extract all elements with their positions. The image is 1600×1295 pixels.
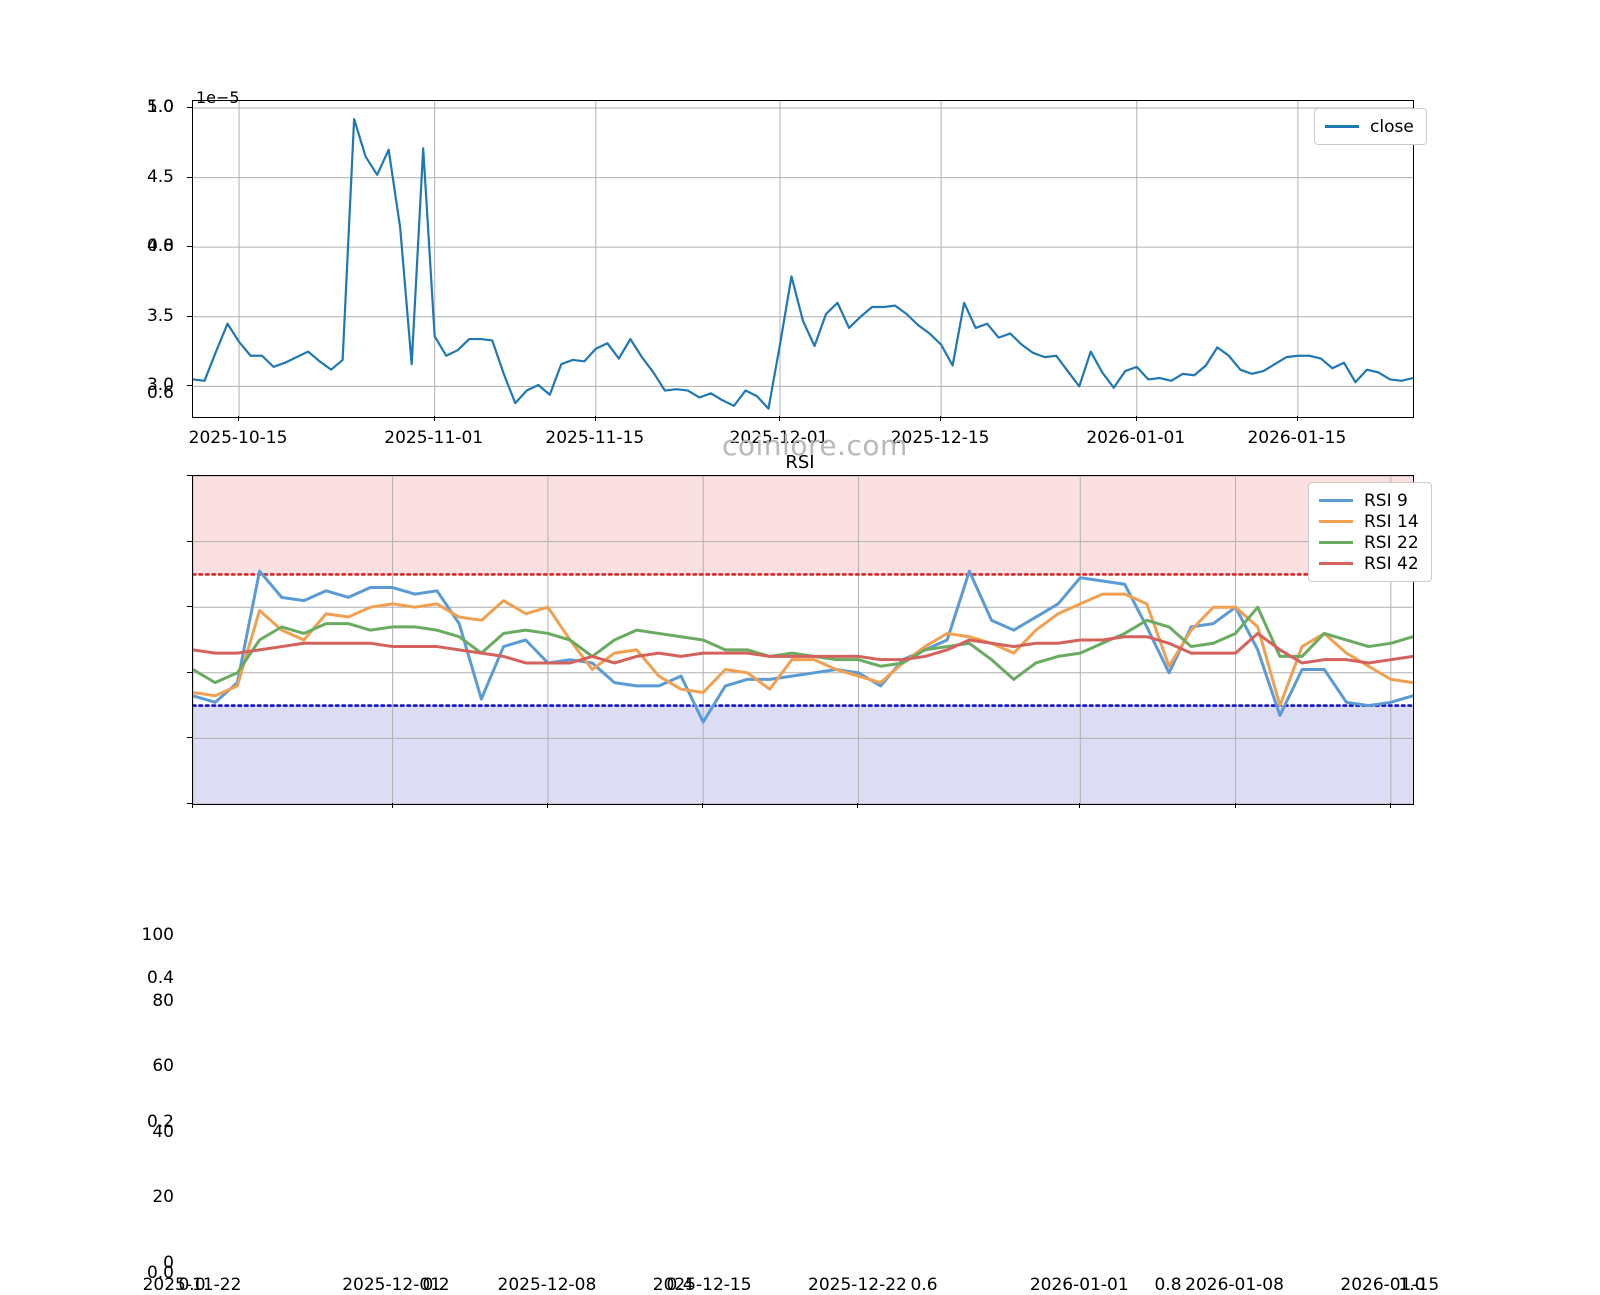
price-y-tick-label-secondary: 1.0 <box>146 96 174 117</box>
price-y-tick-mark <box>187 176 192 178</box>
price-y-tick-mark <box>187 385 192 387</box>
legend-label: close <box>1370 116 1414 137</box>
rsi-x-tick-mark <box>702 803 704 808</box>
price-x-tick-label: 2025-11-01 <box>384 428 484 448</box>
legend-color-swatch-icon <box>1319 520 1353 523</box>
price-y-tick-label-secondary: 0.8 <box>146 236 174 257</box>
price-legend-item[interactable]: close <box>1325 116 1414 137</box>
coinlore-watermark: coinlore.com <box>722 429 908 462</box>
rsi-legend: RSI 9 RSI 14 RSI 22 RSI 42 <box>1308 482 1432 582</box>
price-x-tick-mark <box>1135 416 1137 421</box>
price-plot-area <box>192 100 1414 418</box>
legend-label: RSI 9 <box>1364 490 1408 511</box>
rsi-y-tick-label: 80 <box>152 990 174 1011</box>
rsi-plot-area <box>192 475 1414 805</box>
rsi-y-tick-label-secondary: 0.4 <box>146 967 174 988</box>
legend-color-swatch-icon <box>1319 499 1353 502</box>
rsi-x-tick-label-secondary: 1.0 <box>1398 1275 1426 1295</box>
rsi-y-tick-mark <box>187 737 192 739</box>
rsi-x-tick-label-secondary: 0.8 <box>1154 1275 1182 1295</box>
rsi-y-tick-label: 20 <box>152 1187 174 1208</box>
rsi-y-tick-mark <box>187 606 192 608</box>
rsi-y-tick-label: 100 <box>141 925 174 945</box>
price-x-tick-label: 2025-12-01 <box>729 428 829 448</box>
legend-label: RSI 14 <box>1364 511 1419 532</box>
rsi-legend-item[interactable]: RSI 14 <box>1319 511 1419 532</box>
price-x-tick-label: 2026-01-01 <box>1086 428 1186 448</box>
price-x-tick-mark <box>940 416 942 421</box>
price-y-tick-mark <box>187 315 192 317</box>
legend-color-swatch-icon <box>1319 541 1353 544</box>
price-chart-panel: 1e−5 3.0 3.5 4.0 4.5 5.0 0.6 0.8 1.0 2025-10-1… <box>0 0 1600 460</box>
rsi-x-tick-label-secondary: 0.4 <box>666 1275 694 1295</box>
price-x-tick-label: 2025-12-15 <box>890 428 990 448</box>
rsi-chart-panel: 0 20 40 60 80 100 0.0 0.2 0.4 2025-11-22 2025-12… <box>0 460 1600 1295</box>
rsi-legend-item[interactable]: RSI 42 <box>1319 553 1419 574</box>
price-y-tick-label: 4.0 <box>146 236 174 257</box>
rsi-x-tick-label-secondary: 0.6 <box>910 1275 938 1295</box>
price-x-tick-mark <box>433 416 435 421</box>
rsi-chart-title: RSI <box>785 452 815 473</box>
rsi-x-tick-mark <box>857 803 859 808</box>
price-legend: close <box>1314 108 1427 145</box>
rsi-y-tick-mark <box>187 803 192 804</box>
rsi-legend-item[interactable]: RSI 22 <box>1319 532 1419 553</box>
price-x-tick-mark <box>238 416 240 421</box>
price-x-tick-mark <box>778 416 780 421</box>
rsi-x-tick-label-secondary: 0.0 <box>178 1275 206 1295</box>
price-y-tick-label-secondary: 0.6 <box>146 383 174 404</box>
rsi-y-tick-label-secondary: 0.2 <box>146 1111 174 1132</box>
rsi-x-tick-label-secondary: 0.2 <box>422 1275 450 1295</box>
rsi-x-tick-mark <box>1234 803 1236 808</box>
price-y-offset-text: 1e−5 <box>196 88 240 107</box>
price-y-tick-label: 4.5 <box>146 166 174 187</box>
legend-color-swatch-icon <box>1325 125 1359 128</box>
rsi-x-tick-mark <box>391 803 393 808</box>
rsi-x-tick-mark <box>1389 803 1391 808</box>
rsi-y-tick-mark <box>187 671 192 673</box>
price-x-tick-mark <box>594 416 596 421</box>
rsi-y-tick-label: 60 <box>152 1056 174 1077</box>
price-y-tick-mark <box>187 106 192 108</box>
rsi-y-tick-mark <box>187 475 192 476</box>
price-line-svg <box>193 101 1413 417</box>
price-x-tick-label: 2025-10-15 <box>188 428 288 448</box>
rsi-y-tick-mark <box>187 540 192 542</box>
rsi-legend-item[interactable]: RSI 9 <box>1319 490 1419 511</box>
rsi-x-tick-mark <box>192 803 193 808</box>
price-y-tick-mark <box>187 246 192 248</box>
rsi-x-tick-mark <box>546 803 548 808</box>
price-x-tick-label: 2026-01-15 <box>1247 428 1347 448</box>
legend-label: RSI 42 <box>1364 553 1419 574</box>
legend-label: RSI 22 <box>1364 532 1419 553</box>
rsi-x-tick-mark <box>1079 803 1081 808</box>
price-y-tick-label: 5.0 <box>146 96 174 117</box>
price-y-tick-label: 3.5 <box>146 305 174 326</box>
price-x-tick-label: 2025-11-15 <box>545 428 645 448</box>
price-x-tick-mark <box>1296 416 1298 421</box>
rsi-line-svg <box>193 476 1413 804</box>
legend-color-swatch-icon <box>1319 562 1353 565</box>
price-y-tick-label: 3.0 <box>146 375 174 396</box>
